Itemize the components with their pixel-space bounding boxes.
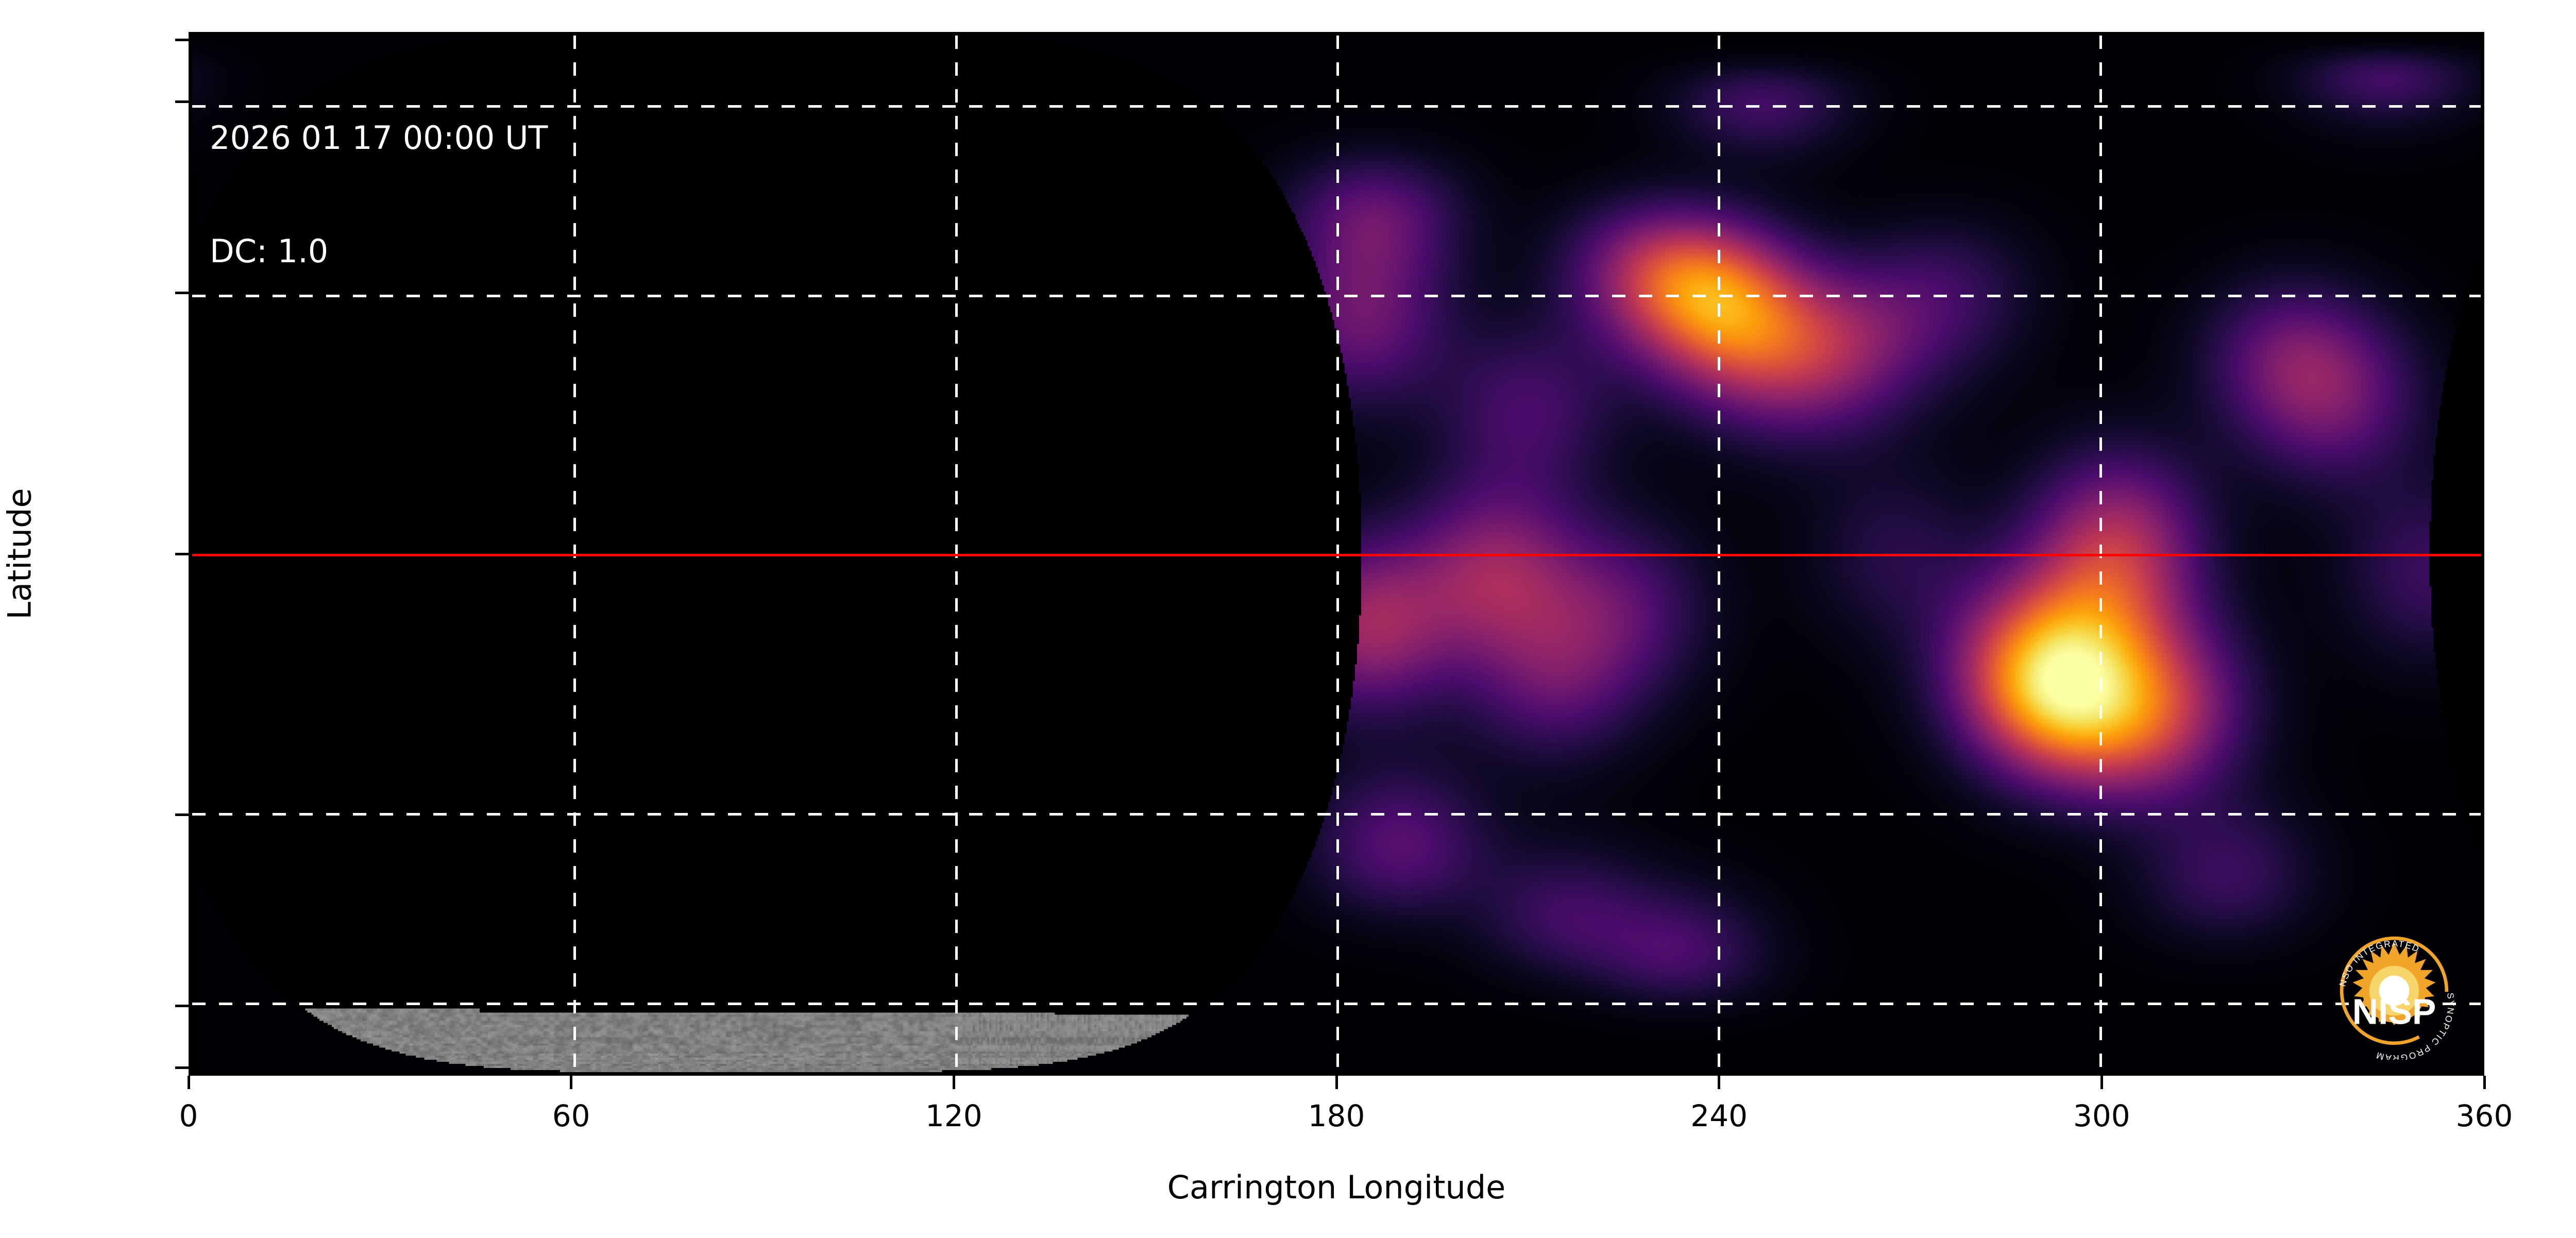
timestamp-annotation: 2026 01 17 00:00 UT DC: 1.0 xyxy=(210,44,548,345)
y-axis-tick xyxy=(175,1066,189,1070)
map-image-area xyxy=(192,36,2481,1072)
x-axis-tick xyxy=(187,1076,190,1089)
y-axis-tick xyxy=(175,100,189,104)
x-axis-tick xyxy=(1335,1076,1338,1089)
x-axis-title: Carrington Longitude xyxy=(1167,1168,1506,1206)
horizontal-gridline xyxy=(192,295,2481,297)
x-axis-tick-label: 0 xyxy=(179,1098,198,1133)
y-axis-tick xyxy=(175,292,189,294)
x-axis-tick-label: 120 xyxy=(925,1098,982,1133)
nisp-logo: NSO INTEGRATED SYNOPTIC PROGRAM NISP xyxy=(2325,922,2463,1060)
x-axis-tick xyxy=(2483,1076,2486,1089)
horizontal-gridline xyxy=(192,813,2481,816)
y-axis-tick xyxy=(175,813,189,816)
horizontal-gridline xyxy=(192,1003,2481,1006)
y-axis-tick xyxy=(175,1004,189,1007)
logo-acronym: NISP xyxy=(2352,991,2436,1031)
y-axis-title: Latitude xyxy=(1,488,39,620)
x-axis-tick-label: 60 xyxy=(552,1098,590,1133)
synoptic-map-axes: 2026 01 17 00:00 UT DC: 1.0 NSO IN xyxy=(189,32,2484,1076)
x-axis-tick-label: 300 xyxy=(2073,1098,2130,1133)
x-axis-tick xyxy=(952,1076,955,1089)
y-axis-tick xyxy=(175,552,189,555)
y-axis-tick xyxy=(175,38,189,41)
x-axis-tick-label: 360 xyxy=(2455,1098,2513,1133)
x-axis-tick xyxy=(570,1076,573,1089)
horizontal-gridline xyxy=(192,105,2481,108)
equator-line xyxy=(192,554,2481,556)
x-axis-tick-label: 180 xyxy=(1308,1098,1365,1133)
x-axis-tick xyxy=(2100,1076,2103,1089)
timestamp-line: 2026 01 17 00:00 UT xyxy=(210,119,548,157)
duty-cycle-line: DC: 1.0 xyxy=(210,232,329,270)
x-axis-tick xyxy=(1718,1076,1721,1089)
x-axis-tick-label: 240 xyxy=(1690,1098,1748,1133)
